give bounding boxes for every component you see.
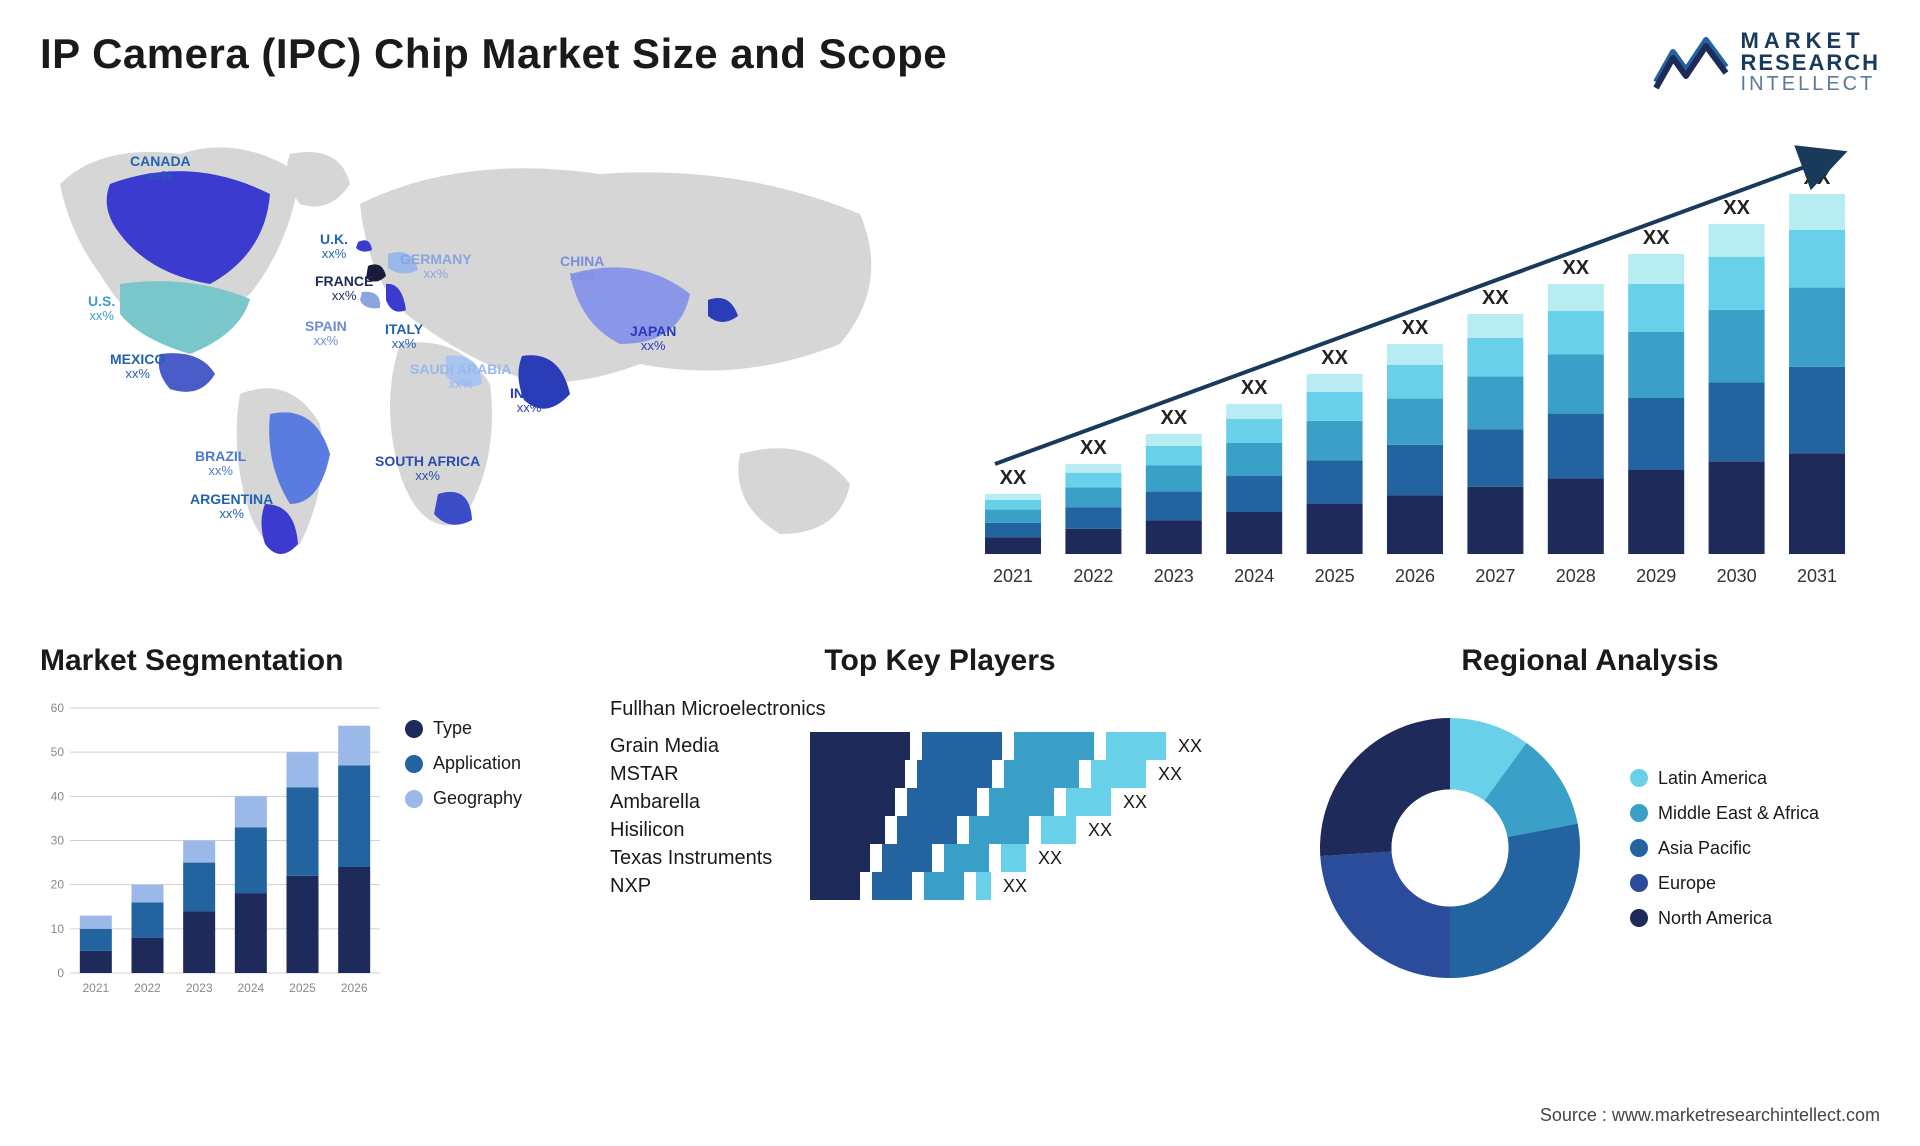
world-map (40, 124, 910, 594)
svg-text:XX: XX (1562, 257, 1589, 279)
brand-logo: MARKET RESEARCH INTELLECT (1651, 30, 1880, 94)
svg-text:XX: XX (1643, 227, 1670, 249)
regional-legend-item: North America (1630, 908, 1819, 929)
key-players-subtitle: Fullhan Microelectronics (610, 698, 1270, 721)
source-attribution: Source : www.marketresearchintellect.com (1540, 1105, 1880, 1126)
brand-line2: RESEARCH (1741, 52, 1880, 74)
key-player-value: XX (1123, 792, 1147, 813)
svg-text:2021: 2021 (82, 981, 109, 995)
growth-stacked-bar-chart: XX 2021 XX 2022 XX 2023 XX 2024 XX 2025 XX 2026 XX 20… (950, 124, 1880, 594)
key-player-value: XX (1038, 848, 1062, 869)
svg-text:2021: 2021 (993, 566, 1033, 586)
brand-line3: INTELLECT (1741, 74, 1880, 94)
growth-chart-panel: XX 2021 XX 2022 XX 2023 XX 2024 XX 2025 XX 2026 XX 20… (950, 124, 1880, 594)
key-player-name: Hisilicon (610, 819, 790, 842)
svg-text:XX: XX (1321, 347, 1348, 369)
svg-text:2025: 2025 (1315, 566, 1355, 586)
segmentation-title: Market Segmentation (40, 644, 580, 678)
svg-text:2027: 2027 (1475, 566, 1515, 586)
page-title: IP Camera (IPC) Chip Market Size and Sco… (40, 30, 947, 78)
svg-text:XX: XX (1804, 167, 1831, 189)
key-player-row: Texas Instruments XX (610, 844, 1270, 872)
svg-text:30: 30 (51, 834, 65, 848)
svg-text:XX: XX (1080, 437, 1107, 459)
key-player-bar: XX (810, 760, 1182, 788)
regional-legend-item: Middle East & Africa (1630, 803, 1819, 824)
svg-text:60: 60 (51, 701, 65, 715)
key-player-value: XX (1088, 820, 1112, 841)
svg-text:40: 40 (51, 789, 65, 803)
segmentation-legend: Type Application Geography (405, 698, 522, 998)
svg-text:XX: XX (1723, 197, 1750, 219)
svg-text:2024: 2024 (1234, 566, 1274, 586)
segmentation-legend-item: Geography (405, 788, 522, 809)
svg-text:2026: 2026 (341, 981, 368, 995)
key-player-row: MSTAR XX (610, 760, 1270, 788)
key-player-bar: XX (810, 816, 1112, 844)
svg-text:XX: XX (1000, 467, 1027, 489)
key-player-row: NXP XX (610, 872, 1270, 900)
segmentation-bar-chart: 0 10 20 30 40 50 60 2021 2022 2023 2024 2025 2026 (40, 698, 380, 998)
key-player-name: Texas Instruments (610, 847, 790, 870)
svg-text:2028: 2028 (1556, 566, 1596, 586)
svg-text:0: 0 (57, 966, 64, 980)
key-player-bar: XX (810, 732, 1202, 760)
key-player-row: Ambarella XX (610, 788, 1270, 816)
regional-legend-item: Asia Pacific (1630, 838, 1819, 859)
svg-text:XX: XX (1241, 377, 1268, 399)
world-map-panel: CANADAxx%U.S.xx%MEXICOxx%BRAZILxx%ARGENT… (40, 124, 910, 594)
key-player-bar: XX (810, 788, 1147, 816)
svg-text:2024: 2024 (237, 981, 264, 995)
regional-legend: Latin America Middle East & Africa Asia Pa… (1630, 768, 1819, 929)
svg-text:2023: 2023 (186, 981, 213, 995)
key-player-row: Hisilicon XX (610, 816, 1270, 844)
key-player-name: MSTAR (610, 763, 790, 786)
key-player-value: XX (1003, 876, 1027, 897)
key-player-row: Grain Media XX (610, 732, 1270, 760)
key-player-value: XX (1178, 736, 1202, 757)
key-player-name: Ambarella (610, 791, 790, 814)
brand-line1: MARKET (1741, 30, 1880, 52)
segmentation-legend-item: Type (405, 718, 522, 739)
svg-text:2030: 2030 (1717, 566, 1757, 586)
svg-text:2031: 2031 (1797, 566, 1837, 586)
svg-text:XX: XX (1482, 287, 1509, 309)
key-player-bar: XX (810, 872, 1027, 900)
svg-text:2023: 2023 (1154, 566, 1194, 586)
svg-text:2025: 2025 (289, 981, 316, 995)
svg-text:XX: XX (1160, 407, 1187, 429)
svg-text:10: 10 (51, 922, 65, 936)
svg-text:2022: 2022 (134, 981, 161, 995)
key-player-name: NXP (610, 875, 790, 898)
key-player-value: XX (1158, 764, 1182, 785)
segmentation-legend-item: Application (405, 753, 522, 774)
svg-text:2029: 2029 (1636, 566, 1676, 586)
regional-title: Regional Analysis (1300, 644, 1880, 678)
regional-panel: Regional Analysis Latin America Middle Ea… (1300, 644, 1880, 998)
key-player-name: Grain Media (610, 735, 790, 758)
key-players-panel: Top Key Players Fullhan Microelectronics… (610, 644, 1270, 998)
svg-text:2022: 2022 (1073, 566, 1113, 586)
svg-text:2026: 2026 (1395, 566, 1435, 586)
svg-text:20: 20 (51, 878, 65, 892)
svg-text:50: 50 (51, 745, 65, 759)
regional-donut-chart (1300, 698, 1600, 998)
segmentation-panel: Market Segmentation 0 10 20 30 40 50 60 2021 202… (40, 644, 580, 998)
key-player-bar: XX (810, 844, 1062, 872)
brand-logo-icon (1651, 32, 1731, 92)
key-players-title: Top Key Players (610, 644, 1270, 678)
regional-legend-item: Europe (1630, 873, 1819, 894)
svg-text:XX: XX (1402, 317, 1429, 339)
regional-legend-item: Latin America (1630, 768, 1819, 789)
